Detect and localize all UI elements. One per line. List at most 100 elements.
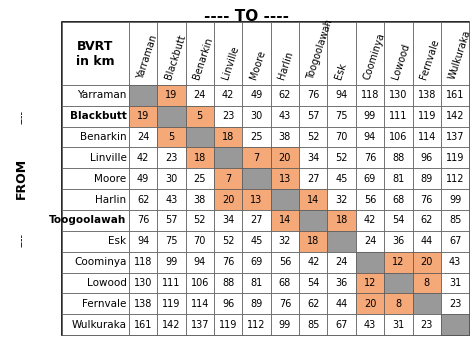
Text: 8: 8 bbox=[395, 299, 401, 309]
Text: 94: 94 bbox=[137, 236, 149, 246]
Text: 99: 99 bbox=[449, 195, 461, 205]
Text: Blackbutt: Blackbutt bbox=[70, 111, 127, 121]
Text: Coominya: Coominya bbox=[74, 257, 127, 267]
Text: 43: 43 bbox=[165, 195, 178, 205]
Text: 85: 85 bbox=[449, 215, 461, 225]
Text: 70: 70 bbox=[336, 132, 348, 142]
Text: 161: 161 bbox=[446, 90, 464, 100]
Text: 43: 43 bbox=[364, 320, 376, 330]
Text: Wulkuraka: Wulkuraka bbox=[72, 320, 127, 330]
Text: 111: 111 bbox=[162, 278, 181, 288]
Text: 85: 85 bbox=[307, 320, 319, 330]
Text: 23: 23 bbox=[222, 111, 234, 121]
Text: Toogoolawah: Toogoolawah bbox=[49, 215, 127, 225]
Text: 31: 31 bbox=[392, 320, 404, 330]
Text: Benarkin: Benarkin bbox=[80, 132, 127, 142]
Text: 32: 32 bbox=[279, 236, 291, 246]
Text: 52: 52 bbox=[307, 132, 319, 142]
Text: Linville: Linville bbox=[220, 45, 240, 81]
Text: 142: 142 bbox=[446, 111, 465, 121]
Text: 119: 119 bbox=[418, 111, 436, 121]
Text: 20: 20 bbox=[279, 153, 291, 163]
Text: 52: 52 bbox=[193, 215, 206, 225]
Text: 137: 137 bbox=[446, 132, 465, 142]
Text: 76: 76 bbox=[420, 195, 433, 205]
Text: 12: 12 bbox=[392, 257, 404, 267]
Text: Fernvale: Fernvale bbox=[82, 299, 127, 309]
Text: 130: 130 bbox=[389, 90, 408, 100]
Text: 12: 12 bbox=[364, 278, 376, 288]
Text: 20: 20 bbox=[364, 299, 376, 309]
Text: 138: 138 bbox=[418, 90, 436, 100]
Text: 31: 31 bbox=[449, 278, 461, 288]
Text: 94: 94 bbox=[336, 90, 348, 100]
Text: Moore: Moore bbox=[94, 174, 127, 184]
Text: Yarraman: Yarraman bbox=[135, 34, 159, 81]
Text: Moore: Moore bbox=[248, 49, 267, 81]
Text: 62: 62 bbox=[420, 215, 433, 225]
Text: 18: 18 bbox=[336, 215, 348, 225]
Text: 43: 43 bbox=[449, 257, 461, 267]
Text: 23: 23 bbox=[165, 153, 178, 163]
Text: 44: 44 bbox=[336, 299, 348, 309]
Text: 25: 25 bbox=[193, 174, 206, 184]
Text: 88: 88 bbox=[222, 278, 234, 288]
Text: 112: 112 bbox=[446, 174, 465, 184]
Text: 45: 45 bbox=[336, 174, 348, 184]
Text: Fernvale: Fernvale bbox=[419, 38, 441, 81]
Text: 106: 106 bbox=[389, 132, 408, 142]
Text: 76: 76 bbox=[137, 215, 149, 225]
Text: 119: 119 bbox=[162, 299, 181, 309]
Text: 137: 137 bbox=[191, 320, 209, 330]
Text: 62: 62 bbox=[137, 195, 149, 205]
Text: 54: 54 bbox=[307, 278, 319, 288]
Text: Wulkuraka: Wulkuraka bbox=[447, 29, 473, 81]
Text: 23: 23 bbox=[449, 299, 461, 309]
Text: 118: 118 bbox=[361, 90, 379, 100]
Text: 76: 76 bbox=[279, 299, 291, 309]
Text: 106: 106 bbox=[191, 278, 209, 288]
Text: Lowood: Lowood bbox=[87, 278, 127, 288]
Text: 42: 42 bbox=[307, 257, 319, 267]
Text: 76: 76 bbox=[307, 90, 319, 100]
Text: 52: 52 bbox=[222, 236, 235, 246]
Text: 68: 68 bbox=[279, 278, 291, 288]
Text: 114: 114 bbox=[418, 132, 436, 142]
Text: 89: 89 bbox=[420, 174, 433, 184]
Text: 27: 27 bbox=[250, 215, 263, 225]
Text: 130: 130 bbox=[134, 278, 152, 288]
Text: 34: 34 bbox=[222, 215, 234, 225]
Text: 19: 19 bbox=[137, 111, 149, 121]
Text: 27: 27 bbox=[307, 174, 319, 184]
Text: 56: 56 bbox=[279, 257, 291, 267]
Text: Esk: Esk bbox=[334, 62, 348, 81]
Text: 5: 5 bbox=[168, 132, 174, 142]
Text: 34: 34 bbox=[307, 153, 319, 163]
Text: 24: 24 bbox=[193, 90, 206, 100]
Text: 18: 18 bbox=[307, 236, 319, 246]
Text: 99: 99 bbox=[364, 111, 376, 121]
Text: 67: 67 bbox=[449, 236, 461, 246]
Text: 88: 88 bbox=[392, 153, 404, 163]
Text: 69: 69 bbox=[250, 257, 263, 267]
Text: 118: 118 bbox=[134, 257, 152, 267]
Text: 36: 36 bbox=[336, 278, 348, 288]
Text: 138: 138 bbox=[134, 299, 152, 309]
Text: 7: 7 bbox=[254, 153, 260, 163]
Text: 75: 75 bbox=[336, 111, 348, 121]
Text: 18: 18 bbox=[194, 153, 206, 163]
Text: 94: 94 bbox=[364, 132, 376, 142]
Text: 42: 42 bbox=[364, 215, 376, 225]
Text: 76: 76 bbox=[222, 257, 234, 267]
Text: 30: 30 bbox=[250, 111, 263, 121]
Text: 81: 81 bbox=[250, 278, 263, 288]
Text: 24: 24 bbox=[336, 257, 348, 267]
Text: 20: 20 bbox=[222, 195, 234, 205]
Text: 99: 99 bbox=[279, 320, 291, 330]
Text: 14: 14 bbox=[307, 195, 319, 205]
Text: 62: 62 bbox=[279, 90, 291, 100]
Text: 36: 36 bbox=[392, 236, 404, 246]
Text: 7: 7 bbox=[225, 174, 231, 184]
Text: 13: 13 bbox=[250, 195, 263, 205]
Text: 45: 45 bbox=[250, 236, 263, 246]
